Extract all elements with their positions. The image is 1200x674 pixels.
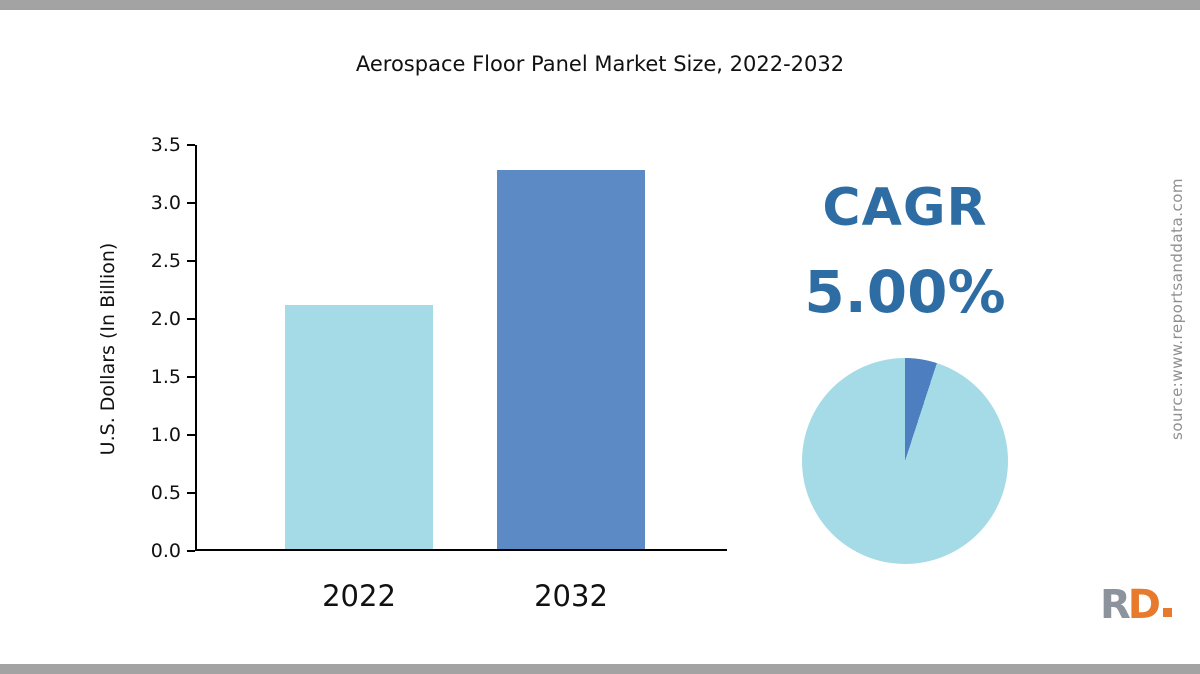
x-tick-label: 2022: [322, 579, 396, 613]
chart-title: Aerospace Floor Panel Market Size, 2022-…: [355, 52, 845, 76]
y-tick-mark: [187, 202, 195, 204]
y-tick-mark: [187, 492, 195, 494]
logo-letter-orange: D: [1127, 582, 1161, 628]
cagr-value: 5.00%: [804, 258, 1006, 326]
cagr-label: CAGR: [822, 178, 988, 238]
y-tick-mark: [187, 550, 195, 552]
y-tick-label: 1.5: [150, 366, 181, 388]
x-tick-label: 2032: [534, 579, 608, 613]
y-tick-mark: [187, 260, 195, 262]
brand-logo: R D: [1100, 585, 1172, 625]
y-tick-mark: [187, 434, 195, 436]
y-axis-label: U.S. Dollars (In Billion): [97, 242, 119, 456]
y-tick-mark: [187, 144, 195, 146]
pie-chart: [802, 358, 1008, 564]
bar-2022: [285, 305, 433, 549]
logo-dot-icon: [1163, 607, 1172, 617]
source-credit: source:www.reportsanddata.com: [1168, 178, 1186, 440]
top-border: [0, 0, 1200, 10]
y-tick-label: 0.0: [150, 540, 181, 562]
y-tick-label: 0.5: [150, 482, 181, 504]
y-tick-label: 3.5: [150, 134, 181, 156]
y-tick-label: 2.0: [150, 308, 181, 330]
y-tick-label: 1.0: [150, 424, 181, 446]
y-tick-mark: [187, 318, 195, 320]
bottom-border: [0, 664, 1200, 674]
y-tick-label: 2.5: [150, 250, 181, 272]
bar-2032: [497, 169, 645, 549]
bar-chart: 0.0 0.5 1.0 1.5 2.0 2.5 3.0 3.5 2022 2032: [151, 134, 727, 613]
y-tick-label: 3.0: [150, 192, 181, 214]
y-tick-mark: [187, 376, 195, 378]
logo-letter-gray: R: [1099, 582, 1131, 628]
